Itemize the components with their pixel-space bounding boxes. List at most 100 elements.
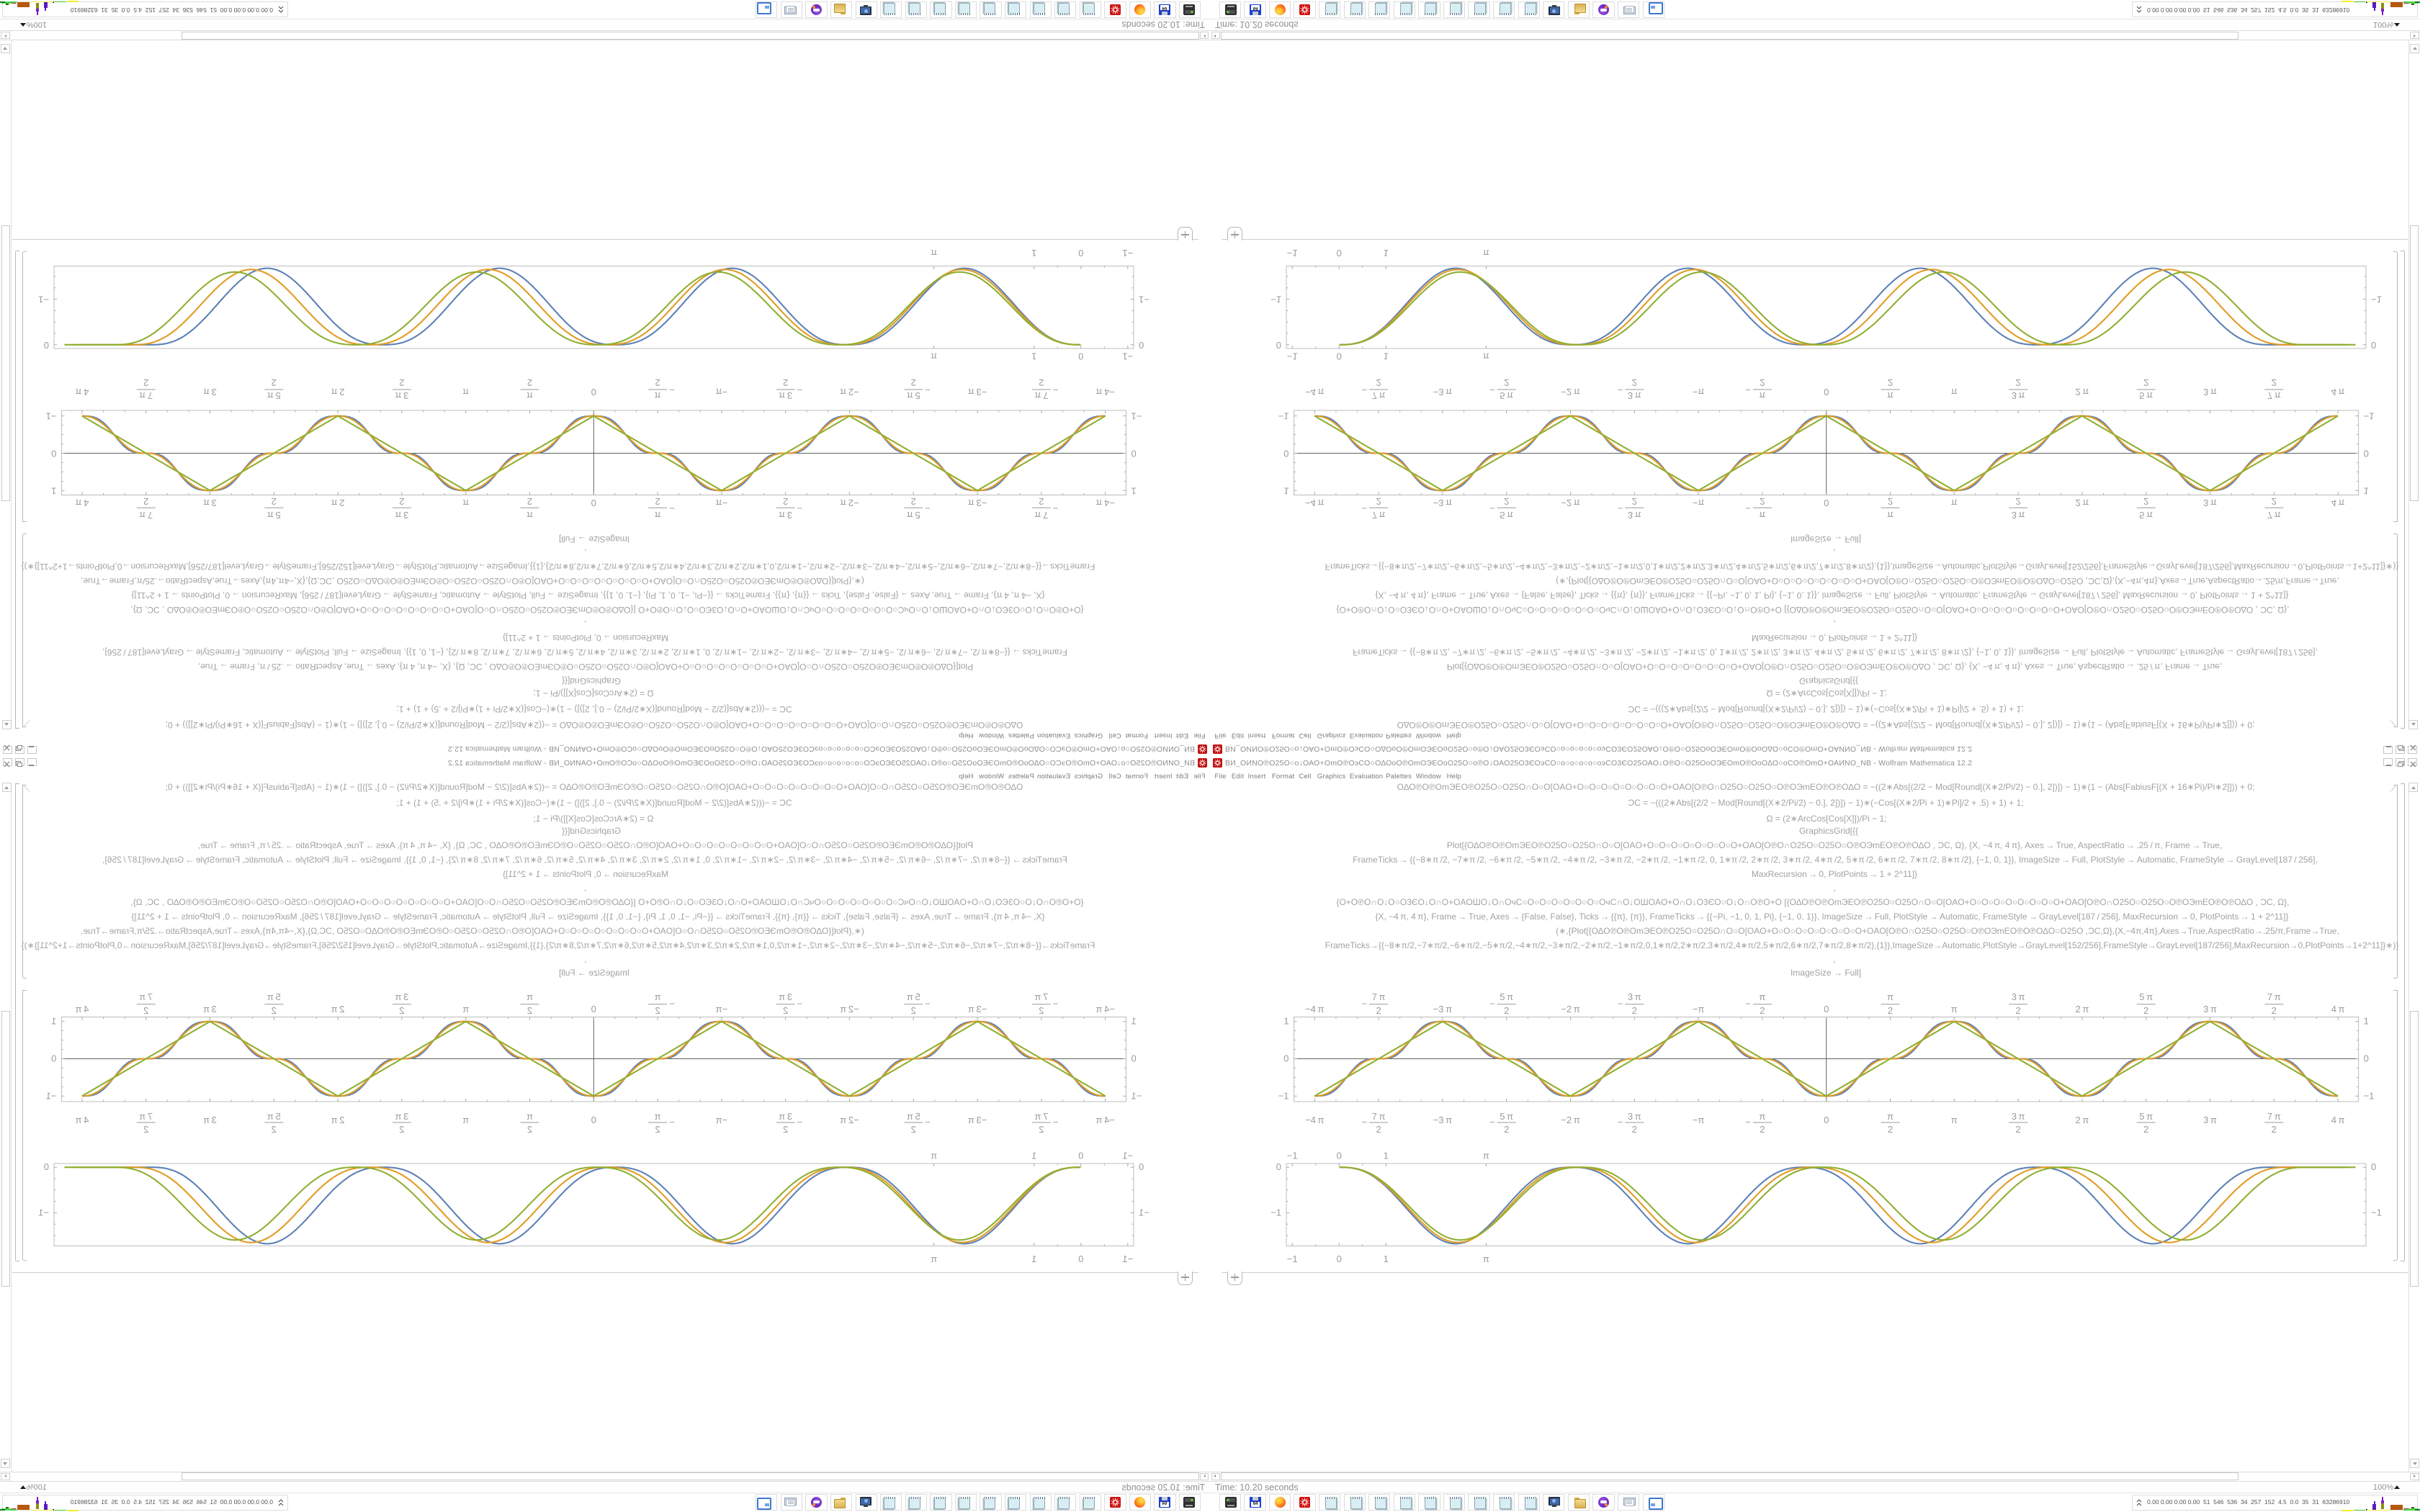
svg-text:0: 0 (1139, 340, 1144, 351)
svg-text:−: − (1362, 1117, 1368, 1128)
svg-text:4 π: 4 π (75, 387, 89, 397)
svg-text:−1: −1 (2371, 294, 2382, 305)
svg-text:0: 0 (1337, 1151, 1342, 1161)
svg-text:3 π: 3 π (1628, 510, 1641, 521)
svg-text:2: 2 (1504, 377, 1509, 388)
svg-text:1: 1 (2364, 485, 2369, 496)
svg-text:3 π: 3 π (2012, 510, 2025, 521)
svg-text:π: π (931, 1254, 937, 1264)
svg-text:1: 1 (1131, 485, 1137, 496)
svg-text:−: − (797, 1117, 803, 1128)
svg-text:2: 2 (1376, 377, 1381, 388)
svg-text:π: π (1951, 498, 1958, 508)
svg-text:0: 0 (1337, 351, 1342, 362)
svg-text:0: 0 (2364, 449, 2369, 459)
svg-text:3 π: 3 π (779, 1111, 792, 1122)
svg-text:3 π: 3 π (2012, 991, 2025, 1002)
svg-text:2: 2 (2272, 496, 2277, 507)
svg-text:5 π: 5 π (907, 510, 920, 521)
svg-text:2: 2 (1760, 377, 1765, 388)
svg-text:5 π: 5 π (2139, 510, 2153, 521)
svg-text:−: − (1745, 503, 1751, 513)
svg-text:2 π: 2 π (2075, 1115, 2089, 1125)
svg-text:0: 0 (2371, 1161, 2376, 1172)
svg-text:2: 2 (911, 1124, 916, 1135)
svg-text:π: π (1887, 510, 1894, 521)
svg-text:7 π: 7 π (1372, 510, 1386, 521)
svg-text:2 π: 2 π (331, 387, 345, 397)
svg-text:π: π (462, 387, 469, 397)
svg-text:π: π (1887, 390, 1894, 401)
svg-text:2: 2 (2015, 1124, 2020, 1135)
svg-text:0: 0 (1078, 1151, 1083, 1161)
svg-text:1: 1 (1384, 351, 1389, 362)
svg-text:2: 2 (2015, 377, 2020, 388)
svg-text:2: 2 (272, 377, 277, 388)
svg-text:2: 2 (911, 496, 916, 507)
svg-text:1: 1 (1384, 1151, 1389, 1161)
svg-text:−: − (1745, 999, 1751, 1009)
svg-text:−3 π: −3 π (1433, 498, 1452, 508)
svg-text:3 π: 3 π (2203, 1004, 2217, 1014)
svg-text:3 π: 3 π (395, 510, 408, 521)
svg-text:−π: −π (1693, 1115, 1705, 1125)
svg-text:2: 2 (655, 1005, 660, 1016)
svg-text:−: − (669, 384, 675, 395)
svg-text:1: 1 (1384, 248, 1389, 258)
svg-text:5 π: 5 π (267, 1111, 281, 1122)
svg-text:−: − (1053, 1117, 1059, 1128)
svg-text:2: 2 (1039, 1124, 1044, 1135)
svg-text:7 π: 7 π (1034, 1111, 1048, 1122)
svg-text:−: − (1053, 999, 1059, 1009)
svg-text:−1: −1 (2364, 1090, 2375, 1101)
svg-text:0: 0 (1283, 449, 1289, 459)
svg-text:3 π: 3 π (203, 387, 217, 397)
svg-text:2: 2 (1039, 496, 1044, 507)
svg-text:4 π: 4 π (75, 498, 89, 508)
svg-text:−π: −π (1693, 498, 1705, 508)
svg-text:4 π: 4 π (75, 1115, 89, 1125)
svg-text:π: π (1483, 351, 1489, 362)
svg-text:2: 2 (2143, 1124, 2148, 1135)
svg-text:−: − (797, 999, 803, 1009)
svg-text:2 π: 2 π (2075, 498, 2089, 508)
svg-text:−π: −π (716, 1004, 728, 1014)
svg-text:−1: −1 (2371, 1207, 2382, 1218)
svg-text:−1: −1 (1139, 1207, 1150, 1218)
svg-text:2: 2 (655, 377, 660, 388)
svg-text:5 π: 5 π (907, 991, 920, 1002)
svg-text:2: 2 (911, 377, 916, 388)
svg-text:7 π: 7 π (139, 991, 153, 1002)
svg-text:0: 0 (1276, 340, 1281, 351)
svg-text:3 π: 3 π (395, 390, 408, 401)
svg-text:7 π: 7 π (139, 1111, 153, 1122)
svg-text:0: 0 (1276, 1161, 1281, 1172)
svg-text:−1: −1 (46, 1090, 57, 1101)
svg-text:5 π: 5 π (267, 510, 281, 521)
svg-text:2: 2 (783, 496, 788, 507)
svg-text:0: 0 (1824, 1115, 1829, 1125)
svg-text:7 π: 7 π (139, 510, 153, 521)
svg-text:π: π (526, 510, 533, 521)
svg-text:2: 2 (1376, 496, 1381, 507)
svg-text:−4 π: −4 π (1305, 1115, 1324, 1125)
svg-text:7 π: 7 π (1034, 390, 1048, 401)
svg-text:0: 0 (1824, 1004, 1829, 1014)
svg-text:−4 π: −4 π (1305, 1004, 1324, 1014)
svg-text:−: − (1745, 384, 1751, 395)
svg-text:5 π: 5 π (2139, 991, 2153, 1002)
svg-text:5 π: 5 π (2139, 390, 2153, 401)
svg-text:−3 π: −3 π (1433, 1115, 1452, 1125)
svg-text:−: − (925, 503, 931, 513)
svg-text:2: 2 (527, 377, 532, 388)
svg-text:π: π (931, 351, 937, 362)
svg-text:−1: −1 (1139, 294, 1150, 305)
svg-text:−4 π: −4 π (1095, 1115, 1114, 1125)
svg-text:7 π: 7 π (2267, 991, 2281, 1002)
svg-text:4 π: 4 π (2331, 498, 2345, 508)
svg-text:5 π: 5 π (1500, 390, 1513, 401)
svg-text:7 π: 7 π (1372, 1111, 1386, 1122)
svg-text:3 π: 3 π (395, 991, 408, 1002)
svg-text:0: 0 (1078, 248, 1083, 258)
svg-text:−: − (669, 999, 675, 1009)
